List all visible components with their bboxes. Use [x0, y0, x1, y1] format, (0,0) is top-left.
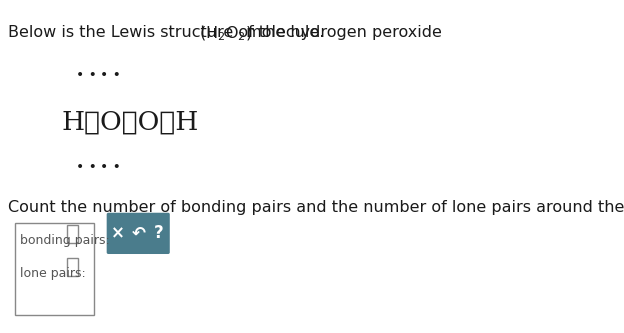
- Text: $\left(\mathrm{H_2O_2}\right)$: $\left(\mathrm{H_2O_2}\right)$: [199, 25, 252, 43]
- Text: bonding pairs:: bonding pairs:: [20, 234, 114, 247]
- FancyBboxPatch shape: [15, 223, 94, 315]
- Text: • •: • •: [76, 161, 97, 175]
- Text: ↶: ↶: [131, 224, 145, 242]
- Text: • •: • •: [100, 161, 121, 175]
- FancyBboxPatch shape: [147, 213, 170, 254]
- FancyBboxPatch shape: [127, 213, 150, 254]
- Text: Below is the Lewis structure of the hydrogen peroxide: Below is the Lewis structure of the hydr…: [8, 25, 447, 40]
- FancyBboxPatch shape: [67, 258, 78, 276]
- Text: lone pairs:: lone pairs:: [20, 267, 89, 280]
- FancyBboxPatch shape: [107, 213, 129, 254]
- Text: • •: • •: [76, 69, 97, 83]
- Text: • •: • •: [100, 69, 121, 83]
- Text: ?: ?: [154, 224, 163, 242]
- Text: ×: ×: [111, 224, 125, 242]
- Text: H∶O∶O∶H: H∶O∶O∶H: [61, 110, 198, 135]
- Text: Count the number of bonding pairs and the number of lone pairs around the left o: Count the number of bonding pairs and th…: [8, 199, 624, 214]
- Text: molecule.: molecule.: [240, 25, 324, 40]
- FancyBboxPatch shape: [67, 225, 78, 243]
